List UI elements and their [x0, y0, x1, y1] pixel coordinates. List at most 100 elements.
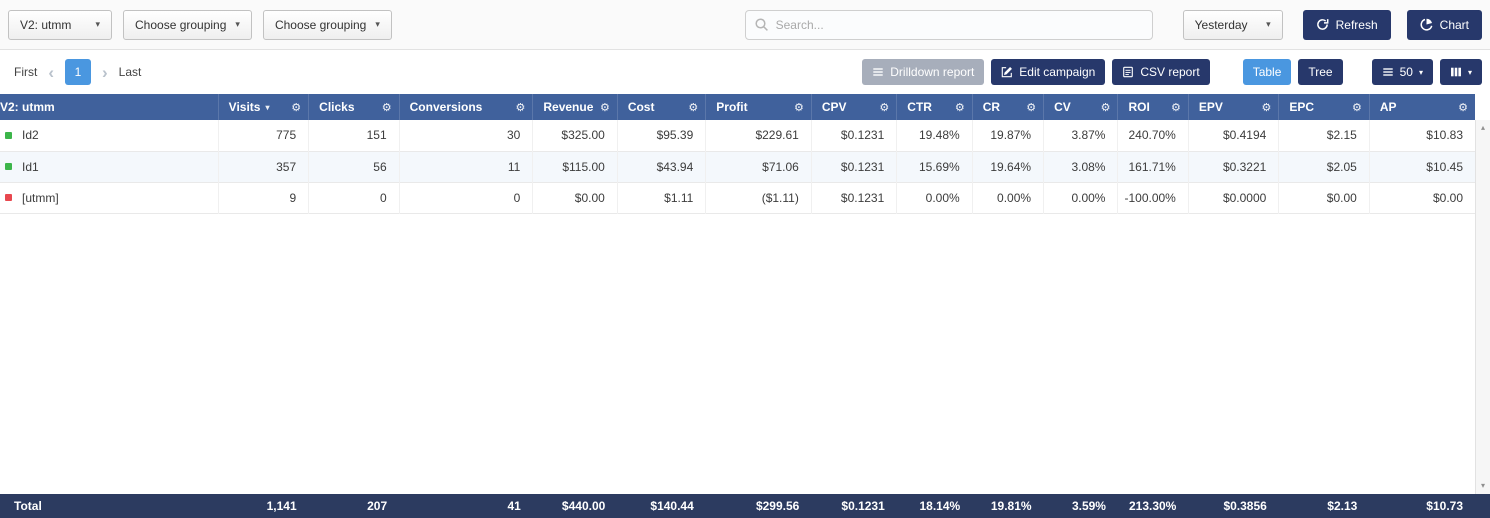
- scroll-down-icon[interactable]: ▾: [1480, 481, 1485, 490]
- gear-icon[interactable]: ⚙: [1261, 101, 1272, 114]
- total-epv: $0.3856: [1223, 499, 1267, 513]
- column-header-visits[interactable]: Visits ▾ ⚙: [218, 94, 310, 120]
- table-view-button[interactable]: Table: [1242, 59, 1292, 85]
- gear-icon[interactable]: ⚙: [291, 101, 302, 114]
- column-header-clicks[interactable]: Clicks ⚙: [308, 94, 400, 120]
- columns-icon: [1451, 67, 1461, 77]
- column-header-cv[interactable]: CV ⚙: [1043, 94, 1119, 120]
- cell-epc: $0.00: [1278, 182, 1370, 213]
- column-header-roi[interactable]: ROI ⚙: [1117, 94, 1189, 120]
- csv-report-button[interactable]: CSV report: [1112, 59, 1210, 85]
- table-body: Id2 775 151 30 $325.00 $95.39 $229.61 $0.1231 19…: [0, 120, 1475, 213]
- cell-cr: 0.00%: [972, 182, 1045, 213]
- column-header-label: CPV: [821, 100, 847, 114]
- column-header-label: CTR: [907, 100, 932, 114]
- pagination-first[interactable]: First: [14, 65, 38, 79]
- grouping-select-1[interactable]: Choose grouping ▾: [123, 9, 252, 40]
- campaign-select[interactable]: V2: utmm ▾: [8, 9, 112, 40]
- cell-clicks: 56: [308, 151, 400, 182]
- column-header-label: AP: [1379, 100, 1397, 114]
- gear-icon[interactable]: ⚙: [1458, 101, 1468, 114]
- toolbar: V2: utmm ▾ Choose grouping ▾ Choose grou…: [0, 0, 1490, 50]
- column-header-label: EPV: [1198, 100, 1223, 114]
- cell-cpv: $0.1231: [811, 120, 898, 151]
- chevron-left-icon[interactable]: ‹: [48, 62, 54, 82]
- cell-ap: $10.45: [1426, 159, 1463, 174]
- cell-epv: $0.4194: [1188, 120, 1280, 151]
- total-cv: 3.59%: [1071, 499, 1106, 513]
- cell-conversions: 0: [399, 182, 534, 213]
- column-header-ap[interactable]: AP ⚙: [1369, 94, 1475, 120]
- table-row[interactable]: Id1 357 56 11 $115.00 $43.94 $71.06 $0.1231 15.6…: [0, 151, 1475, 182]
- search-input[interactable]: [744, 9, 1153, 40]
- column-header-ctr[interactable]: CTR ⚙: [896, 94, 973, 120]
- gear-icon[interactable]: ⚙: [688, 101, 699, 114]
- cell-roi: 240.70%: [1117, 120, 1189, 151]
- column-header-cr[interactable]: CR ⚙: [972, 94, 1045, 120]
- rows-per-page-select[interactable]: 50 ▾: [1371, 59, 1433, 85]
- drilldown-report-label: Drilldown report: [890, 65, 975, 79]
- chart-pie-icon: [1420, 18, 1433, 31]
- column-header-epv[interactable]: EPV ⚙: [1188, 94, 1280, 120]
- drilldown-report-button[interactable]: Drilldown report: [862, 59, 985, 85]
- total-cpv: $0.1231: [841, 499, 885, 513]
- pagination: First ‹ 1 › Last: [8, 59, 141, 85]
- date-range-value: Yesterday: [1194, 17, 1248, 32]
- gear-icon[interactable]: ⚙: [1100, 101, 1111, 114]
- gear-icon[interactable]: ⚙: [515, 101, 526, 114]
- cell-cr: 19.87%: [972, 120, 1045, 151]
- tree-view-label: Tree: [1308, 65, 1333, 79]
- column-header-epc[interactable]: EPC ⚙: [1278, 94, 1370, 120]
- gear-icon[interactable]: ⚙: [1170, 101, 1181, 114]
- column-header-revenue[interactable]: Revenue ⚙: [532, 94, 618, 120]
- column-header-profit[interactable]: Profit ⚙: [705, 94, 812, 120]
- grouping-select-2[interactable]: Choose grouping ▾: [262, 9, 392, 40]
- cell-profit: ($1.11): [705, 182, 812, 213]
- column-header-cpv[interactable]: CPV ⚙: [811, 94, 898, 120]
- column-header-label: Revenue: [543, 100, 594, 114]
- tree-view-button[interactable]: Tree: [1298, 59, 1343, 85]
- cell-ap: $0.00: [1432, 190, 1463, 205]
- total-table: Total 1,141 207 41 $440.00 $140.44 $299.56 $0.1…: [0, 494, 1475, 518]
- pagination-current-page[interactable]: 1: [65, 59, 91, 85]
- column-header-campaign[interactable]: V2: utmm: [0, 94, 219, 120]
- cell-epv: $0.0000: [1188, 182, 1280, 213]
- chevron-down-icon: ▾: [375, 19, 380, 29]
- column-header-label: Clicks: [319, 100, 355, 114]
- status-indicator: [5, 131, 12, 139]
- scrollbar[interactable]: ▴ ▾: [1475, 120, 1490, 494]
- edit-icon: [1002, 67, 1013, 78]
- gear-icon[interactable]: ⚙: [879, 101, 890, 114]
- gear-icon[interactable]: ⚙: [954, 101, 965, 114]
- chevron-down-icon: ▾: [235, 19, 240, 29]
- cell-revenue: $115.00: [532, 151, 618, 182]
- table-row[interactable]: Id2 775 151 30 $325.00 $95.39 $229.61 $0.1231 19…: [0, 120, 1475, 151]
- refresh-label: Refresh: [1335, 17, 1378, 32]
- chevron-right-icon[interactable]: ›: [102, 62, 108, 82]
- edit-campaign-button[interactable]: Edit campaign: [991, 59, 1106, 85]
- cell-cv: 3.08%: [1043, 151, 1119, 182]
- columns-select[interactable]: ▾: [1439, 59, 1482, 85]
- rows-per-page-value: 50: [1399, 65, 1413, 79]
- chart-button[interactable]: Chart: [1406, 9, 1482, 40]
- gear-icon[interactable]: ⚙: [793, 101, 804, 114]
- cell-epv: $0.3221: [1188, 151, 1280, 182]
- column-header-conversions[interactable]: Conversions ⚙: [399, 94, 534, 120]
- refresh-button[interactable]: Refresh: [1302, 9, 1391, 40]
- gear-icon[interactable]: ⚙: [1351, 101, 1362, 114]
- chart-label: Chart: [1439, 17, 1469, 32]
- scroll-up-icon[interactable]: ▴: [1480, 123, 1485, 132]
- total-cr: 19.81%: [990, 499, 1032, 513]
- table-row[interactable]: [utmm] 9 0 0 $0.00 $1.11 ($1.11) $0.1231 0.00% 0.…: [0, 182, 1475, 213]
- date-range-select[interactable]: Yesterday ▾: [1182, 9, 1283, 40]
- cell-conversions: 11: [399, 151, 534, 182]
- gear-icon[interactable]: ⚙: [381, 101, 392, 114]
- column-header-cost[interactable]: Cost ⚙: [617, 94, 707, 120]
- chevron-down-icon: ▾: [95, 19, 100, 29]
- report-table: V2: utmm Visits ▾ ⚙ Clicks ⚙ Conversions ⚙ Reven…: [0, 94, 1475, 214]
- total-conversions: 41: [507, 499, 521, 513]
- pagination-last[interactable]: Last: [118, 65, 142, 79]
- gear-icon[interactable]: ⚙: [1026, 101, 1037, 114]
- gear-icon[interactable]: ⚙: [599, 101, 610, 114]
- campaign-select-value: V2: utmm: [20, 17, 72, 32]
